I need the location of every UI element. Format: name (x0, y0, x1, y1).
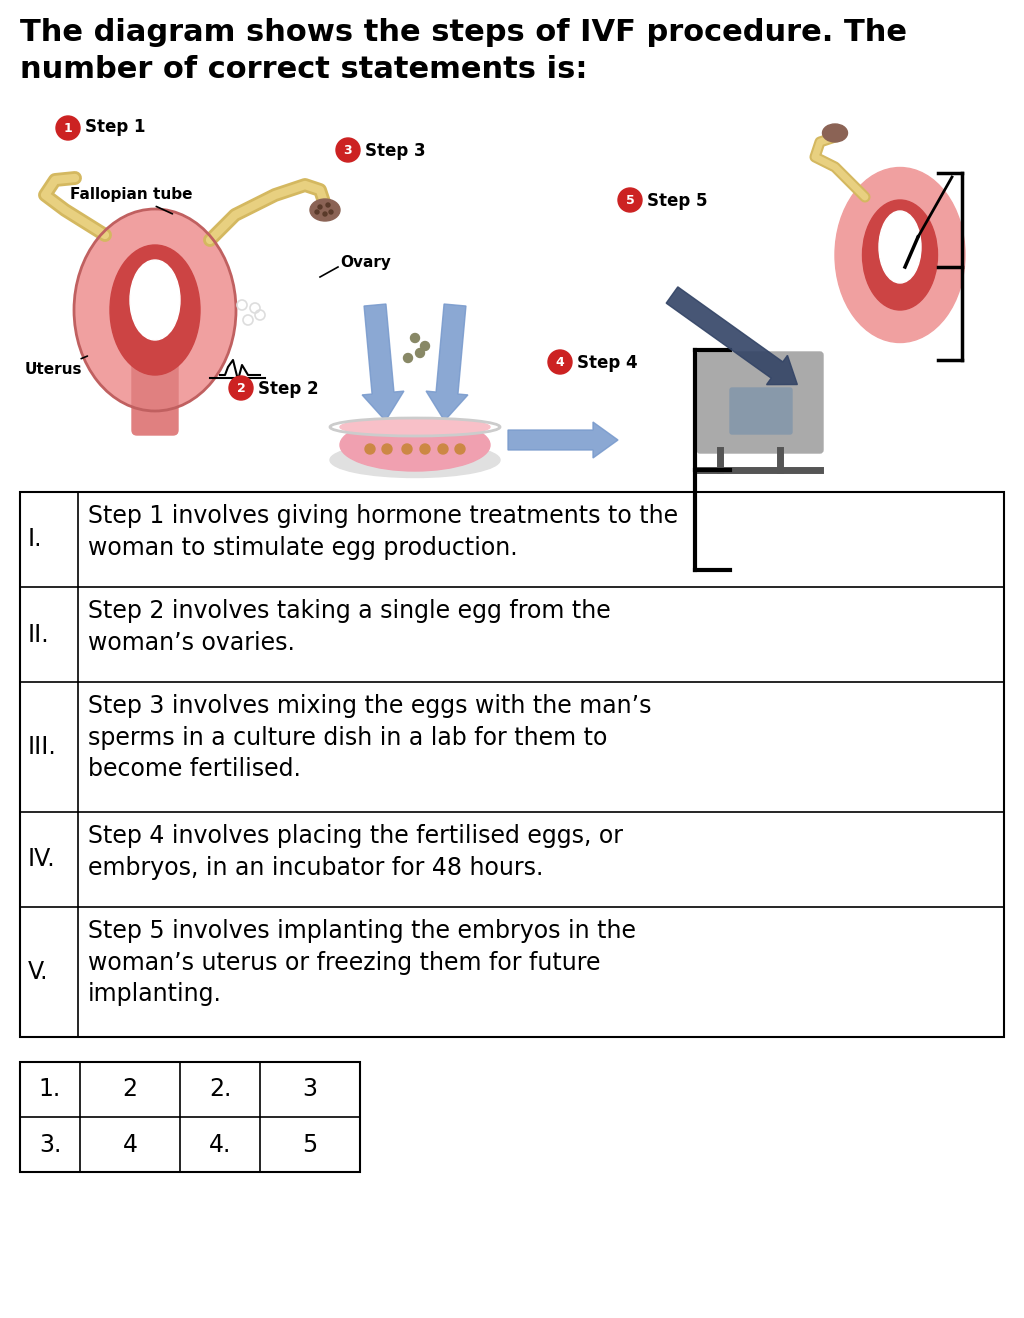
FancyArrow shape (667, 287, 798, 385)
Circle shape (402, 444, 412, 453)
Text: V.: V. (28, 960, 48, 985)
Text: Step 3: Step 3 (365, 142, 426, 159)
Circle shape (421, 341, 429, 351)
Circle shape (336, 138, 360, 162)
Ellipse shape (879, 211, 921, 283)
Ellipse shape (75, 210, 234, 410)
Circle shape (403, 353, 413, 362)
Text: 1: 1 (63, 121, 73, 134)
Text: 3: 3 (302, 1078, 317, 1102)
Ellipse shape (330, 443, 500, 477)
Text: I.: I. (28, 527, 43, 551)
Text: Step 5 involves implanting the embryos in the
woman’s uterus or freezing them fo: Step 5 involves implanting the embryos i… (88, 919, 636, 1006)
Circle shape (411, 333, 420, 343)
Text: Step 1: Step 1 (85, 119, 145, 136)
Ellipse shape (110, 245, 200, 376)
Text: 1.: 1. (39, 1078, 61, 1102)
Circle shape (548, 351, 572, 374)
Text: 3: 3 (344, 144, 352, 157)
Text: III.: III. (28, 735, 56, 759)
Ellipse shape (310, 199, 340, 221)
Text: Step 4 involves placing the fertilised eggs, or
embryos, in an incubator for 48 : Step 4 involves placing the fertilised e… (88, 824, 623, 879)
Ellipse shape (340, 418, 490, 436)
Text: IV.: IV. (28, 847, 55, 871)
Text: Fallopian tube: Fallopian tube (70, 187, 193, 214)
Text: 2: 2 (123, 1078, 137, 1102)
Text: Step 2: Step 2 (258, 380, 318, 398)
Circle shape (326, 203, 330, 207)
Circle shape (56, 116, 80, 140)
FancyBboxPatch shape (697, 352, 823, 453)
FancyArrow shape (362, 304, 403, 420)
FancyArrow shape (426, 304, 468, 420)
Circle shape (618, 188, 642, 212)
Circle shape (365, 444, 375, 453)
Text: 4: 4 (123, 1132, 137, 1156)
Text: 5: 5 (626, 194, 635, 207)
Circle shape (382, 444, 392, 453)
Text: Step 4: Step 4 (577, 355, 638, 372)
Circle shape (318, 206, 322, 210)
Text: 5: 5 (302, 1132, 317, 1156)
Text: Uterus: Uterus (25, 356, 87, 377)
Circle shape (420, 444, 430, 453)
Circle shape (329, 210, 333, 214)
Text: 4.: 4. (209, 1132, 231, 1156)
Circle shape (323, 212, 327, 216)
Ellipse shape (340, 419, 490, 471)
Ellipse shape (822, 124, 848, 142)
Bar (20, 492, 1004, 1037)
Text: Step 3 involves mixing the eggs with the man’s
sperms in a culture dish in a lab: Step 3 involves mixing the eggs with the… (88, 695, 651, 782)
Text: 2.: 2. (209, 1078, 231, 1102)
Circle shape (315, 210, 319, 214)
Text: II.: II. (28, 622, 49, 647)
Circle shape (455, 444, 465, 453)
Text: 4: 4 (556, 356, 564, 369)
Text: Step 1 involves giving hormone treatments to the
woman to stimulate egg producti: Step 1 involves giving hormone treatment… (88, 503, 678, 560)
Text: Ovary: Ovary (340, 254, 391, 269)
Circle shape (229, 376, 253, 399)
Text: 2: 2 (237, 381, 246, 394)
Ellipse shape (835, 167, 965, 343)
FancyBboxPatch shape (730, 387, 792, 434)
Bar (20, 1062, 360, 1172)
Text: number of correct statements is:: number of correct statements is: (20, 55, 588, 84)
Text: Step 2 involves taking a single egg from the
woman’s ovaries.: Step 2 involves taking a single egg from… (88, 598, 610, 655)
FancyBboxPatch shape (132, 335, 178, 435)
Ellipse shape (130, 260, 180, 340)
Circle shape (416, 348, 425, 357)
Text: The diagram shows the steps of IVF procedure. The: The diagram shows the steps of IVF proce… (20, 18, 907, 47)
FancyArrow shape (508, 422, 618, 457)
Text: Step 5: Step 5 (647, 192, 708, 210)
Circle shape (438, 444, 449, 453)
Text: 3.: 3. (39, 1132, 61, 1156)
Ellipse shape (862, 200, 938, 310)
